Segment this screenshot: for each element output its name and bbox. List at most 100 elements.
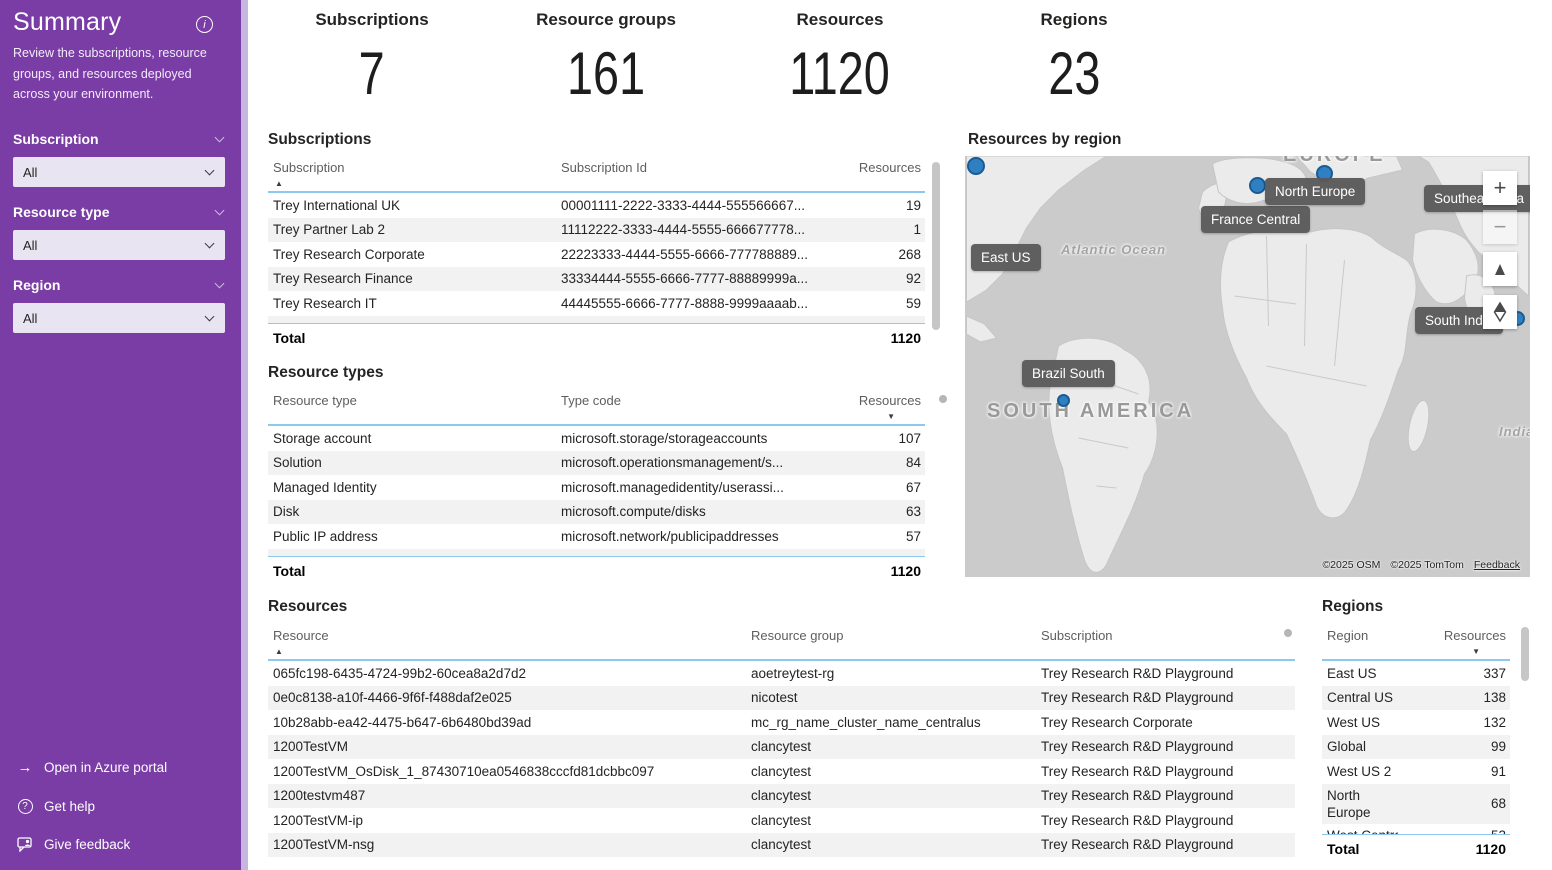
resources-by-region-map[interactable]: EUROPE Atlantic Ocean SOUTH AMERICA Indian … (965, 156, 1530, 577)
link-open-in-azure-portal[interactable]: → Open in Azure portal (16, 759, 226, 776)
table-cell: 91 (1490, 763, 1506, 779)
region-bubble[interactable] (1248, 176, 1266, 194)
table-row[interactable]: 10b28abb-ea42-4475-b647-6b6480bd39ad mc_r… (268, 710, 1295, 735)
table-cell: 53 (1432, 824, 1510, 834)
map-pitch-button[interactable] (1483, 252, 1517, 286)
table-cell: Storage account (273, 430, 372, 446)
table-cell: Trey Research Finance (273, 271, 413, 287)
table-row[interactable]: 1200testvm487 clancytest Trey Research R&D… (268, 783, 1295, 808)
kpi-card-subscriptions: Subscriptions 7 (252, 10, 492, 104)
table-row[interactable]: Global 99 (1322, 734, 1510, 759)
column-header-label: Resources (1443, 628, 1506, 643)
resources-table: Resource ▲ Resource group Subscription 065f… (268, 625, 1295, 857)
table-row[interactable]: 065fc198-6435-4724-99b2-60cea8a2d7d2 aoet… (268, 661, 1295, 686)
column-header-subscription[interactable]: Subscription ▲ (268, 157, 556, 190)
tomtom-attribution: ©2025 TomTom (1390, 559, 1464, 571)
table-row[interactable]: West US 2 91 (1322, 759, 1510, 784)
column-header-type-code[interactable]: Type code (556, 390, 832, 423)
column-header-label: Subscription (273, 160, 345, 175)
link-give-feedback[interactable]: Give feedback (16, 837, 226, 852)
help-glyph: ? (17, 799, 33, 814)
table-row[interactable]: 1200TestVM-ip clancytest Trey Research R&D… (268, 808, 1295, 833)
table-cell: West Central US (1322, 824, 1398, 834)
column-header-resource-group[interactable]: Resource group (746, 625, 1036, 658)
column-header-resources[interactable]: Resources ▼ (832, 390, 925, 423)
table-row[interactable]: Public IP address microsoft.network/publi… (268, 524, 925, 549)
kpi-value: 23 (1047, 40, 1101, 107)
table-row[interactable]: East US 337 (1322, 661, 1510, 686)
table-row[interactable]: Managed Identity microsoft.managedidentit… (268, 475, 925, 500)
regions-total-row: Total 1120 (1322, 833, 1510, 857)
resources-title: Resources (268, 598, 348, 615)
table-row[interactable]: North Europe 68 (1322, 783, 1510, 824)
table-row[interactable]: 1200TestVM clancytest Trey Research R&D Pl… (268, 734, 1295, 759)
help-circle-icon: ? (16, 799, 34, 814)
table-cell: Trey Research R&D Playground (1041, 690, 1234, 706)
regions-scrollbar[interactable] (1521, 627, 1529, 681)
table-row[interactable]: West US 132 (1322, 710, 1510, 735)
column-header-resources[interactable]: Resources (832, 157, 925, 190)
arrow-right-icon: → (17, 759, 33, 776)
table-row[interactable]: Solution microsoft.operationsmanagement/s… (268, 450, 925, 475)
kpi-value: 1120 (789, 40, 891, 107)
column-header-label: Region (1327, 628, 1369, 643)
region-label-pill-brazil-south: Brazil South (1022, 360, 1115, 387)
map-compass-button[interactable] (1483, 295, 1517, 329)
column-header-resources[interactable]: Resources ▼ (1432, 625, 1510, 658)
region-bubble[interactable] (1056, 393, 1070, 407)
column-header-subscription-id[interactable]: Subscription Id (556, 157, 832, 190)
drag-handle-dot (939, 395, 947, 403)
table-row[interactable]: 1200TestVM-nsg clancytest Trey Research R&… (268, 832, 1295, 857)
column-header-region[interactable]: Region (1322, 625, 1432, 658)
table-row[interactable]: Trey Research IT 44445555-6666-7777-8888-… (268, 291, 925, 316)
table-row[interactable]: Trey International UK 00001111-2222-3333-… (268, 193, 925, 218)
table-cell: Trey Research R&D Playground (1041, 739, 1234, 755)
region-label-pill-france-central: France Central (1201, 206, 1311, 233)
column-header-label: Resource group (751, 628, 844, 643)
table-cell: Trey Research R&D Playground (1041, 665, 1234, 681)
filter-group-region: Region All (13, 277, 225, 333)
table-row[interactable]: Central US 138 (1322, 685, 1510, 710)
table-row[interactable]: West Central US 53 (1322, 824, 1510, 834)
table-row[interactable]: Trey Research Corporate 22223333-4444-555… (268, 242, 925, 267)
table-cell: North Europe (1327, 787, 1371, 820)
link-get-help[interactable]: ? Get help (16, 799, 226, 814)
table-cell: 138 (1483, 690, 1506, 706)
table-cell: 0e0c8138-a10f-4466-9f6f-f488daf2e025 (273, 690, 512, 706)
filter-dropdown[interactable]: All (13, 230, 225, 260)
column-header-resource-type[interactable]: Resource type (268, 390, 556, 423)
subscriptions-total-row: Total 1120 (268, 322, 925, 346)
table-row[interactable]: 1200TestVM_OsDisk_1_87430710ea0546838ccc… (268, 759, 1295, 784)
filter-dropdown[interactable]: All (13, 157, 225, 187)
filter-dropdown[interactable]: All (13, 303, 225, 333)
total-value: 1120 (1475, 840, 1506, 857)
table-cell: clancytest (751, 739, 812, 755)
map-zoom-out-button[interactable]: − (1483, 210, 1517, 244)
chevron-down-icon[interactable] (214, 205, 225, 215)
sidebar-scrollbar[interactable] (241, 0, 248, 870)
map-attribution: ©2025 OSM ©2025 TomTom Feedback (1322, 559, 1520, 571)
column-header-subscription[interactable]: Subscription (1036, 625, 1295, 658)
chevron-down-icon[interactable] (214, 132, 225, 142)
kpi-card-resources: Resources 1120 (720, 10, 960, 104)
dropdown-value: All (23, 310, 38, 326)
table-row[interactable]: Trey Partner Lab 2 11112222-3333-4444-555… (268, 217, 925, 242)
table-cell: 57 (905, 528, 921, 544)
region-bubble[interactable] (967, 157, 985, 175)
filter-panel: Subscription All Resource type All Region All (13, 131, 225, 350)
map-zoom-in-button[interactable]: + (1483, 171, 1517, 205)
table-row[interactable]: 0e0c8138-a10f-4466-9f6f-f488daf2e025 nico… (268, 685, 1295, 710)
info-icon[interactable]: i (196, 16, 213, 33)
table-cell: Global (1327, 739, 1367, 755)
sort-ascending-icon: ▲ (275, 179, 283, 188)
table-row[interactable]: Storage account microsoft.storage/storage… (268, 426, 925, 451)
subscriptions-scrollbar[interactable] (932, 162, 940, 330)
table-row[interactable]: Trey Research Finance 33334444-5555-6666-… (268, 266, 925, 291)
chevron-down-icon[interactable] (214, 278, 225, 288)
summary-sidebar: Summary i Review the subscriptions, reso… (0, 0, 241, 870)
column-header-resource[interactable]: Resource ▲ (268, 625, 746, 658)
kpi-card-regions: Regions 23 (954, 10, 1194, 104)
map-feedback-link[interactable]: Feedback (1473, 559, 1520, 571)
table-row[interactable]: Disk microsoft.compute/disks 63 (268, 499, 925, 524)
table-cell: Disk (273, 504, 300, 520)
